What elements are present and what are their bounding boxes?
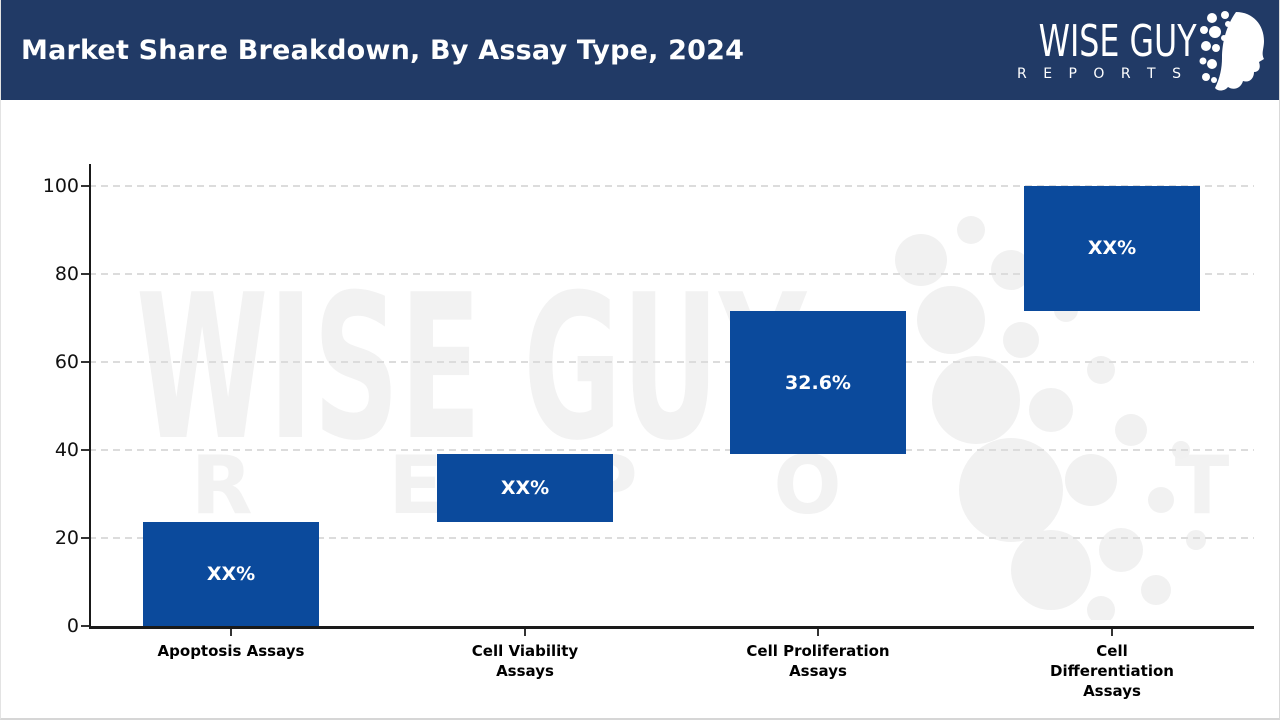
y-axis-tick-label: 100 — [42, 175, 79, 197]
y-gridline — [89, 537, 1254, 539]
y-axis-tick-label: 80 — [54, 263, 79, 285]
y-axis-tick — [81, 273, 89, 275]
bar-value-label: XX% — [500, 477, 550, 500]
logo-reports-text: R E P O R T S — [1017, 66, 1187, 82]
y-axis-tick — [81, 449, 89, 451]
bar-value-label: XX% — [206, 563, 256, 586]
y-axis-tick-label: 20 — [54, 527, 79, 549]
x-axis-category-label: Apoptosis Assays — [157, 642, 305, 660]
market-share-bar — [1024, 186, 1200, 311]
y-axis-tick — [81, 361, 89, 363]
x-axis-tick — [817, 629, 819, 636]
wise-guy-reports-logo: WISE GUY R E P O R T S — [1014, 6, 1266, 94]
logo-text: WISE GUY R E P O R T S — [1014, 16, 1197, 83]
y-axis-tick — [81, 537, 89, 539]
x-axis-tick — [524, 629, 526, 636]
market-share-bar — [143, 522, 319, 626]
x-axis-category-label: Cell Differentiation Assays — [1050, 642, 1174, 700]
market-share-bar — [730, 310, 906, 455]
y-axis-line — [89, 164, 91, 629]
y-gridline — [89, 185, 1254, 187]
header: Market Share Breakdown, By Assay Type, 2… — [1, 0, 1279, 100]
y-gridline — [89, 449, 1254, 451]
y-axis-tick — [81, 625, 89, 627]
x-axis-tick — [1111, 629, 1113, 636]
bar-value-label: XX% — [1087, 237, 1137, 260]
bar-value-label: 32.6% — [785, 371, 851, 394]
y-axis-tick-label: 0 — [66, 615, 79, 637]
y-axis-tick — [81, 185, 89, 187]
wise-guy-face-icon — [1199, 11, 1264, 91]
y-axis-tick-label: 60 — [54, 351, 79, 373]
y-axis-tick-label: 40 — [54, 439, 79, 461]
x-axis-tick — [230, 629, 232, 636]
x-axis-category-label: Cell Proliferation Assays — [746, 642, 890, 680]
background-watermark-wiseguy: WISE GUY — [136, 252, 807, 485]
market-share-bar — [437, 454, 613, 523]
logo-wiseguy-text: WISE GUY — [1038, 16, 1197, 67]
x-axis-line — [89, 626, 1254, 629]
x-axis-category-label: Cell Viability Assays — [471, 642, 579, 680]
page-title: Market Share Breakdown, By Assay Type, 2… — [21, 34, 745, 66]
y-gridline — [89, 361, 1254, 363]
y-gridline — [89, 273, 1254, 275]
